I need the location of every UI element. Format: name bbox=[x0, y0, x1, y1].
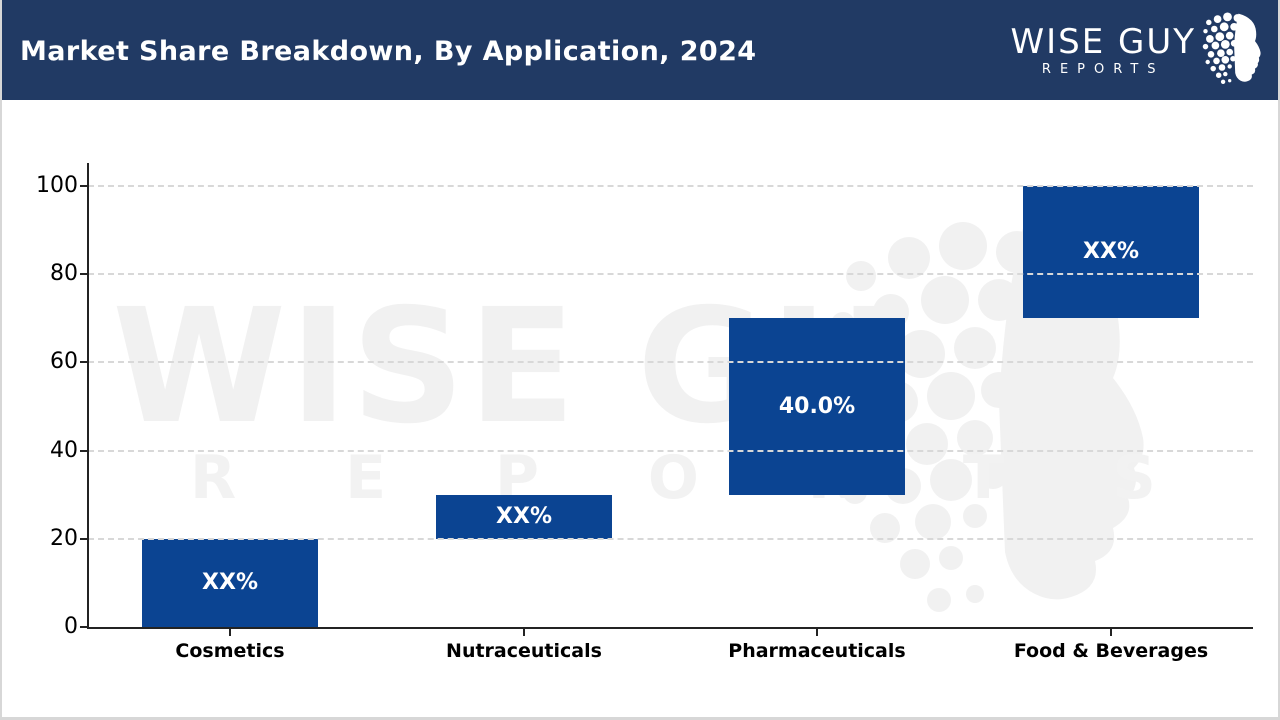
gridline-20 bbox=[88, 537, 1253, 540]
bar-value-label: XX% bbox=[202, 569, 258, 595]
y-tick-mark bbox=[80, 449, 88, 452]
x-axis-line bbox=[87, 627, 1253, 629]
y-tick-label: 100 bbox=[36, 173, 78, 198]
dotted-face-logo-icon bbox=[1200, 11, 1266, 91]
bar-nutraceuticals bbox=[436, 494, 612, 539]
y-tick-label: 0 bbox=[64, 614, 78, 639]
logo-wordmark: WISE GUY REPORTS bbox=[1010, 21, 1196, 78]
bar-value-label: 40.0% bbox=[778, 393, 856, 419]
category-label-nutraceuticals: Nutraceuticals bbox=[446, 640, 602, 662]
x-tick-mark bbox=[816, 629, 818, 636]
y-tick-mark bbox=[80, 537, 88, 540]
category-label-food-beverages: Food & Beverages bbox=[1013, 640, 1209, 662]
y-tick-label: 60 bbox=[50, 349, 78, 375]
gridline-60 bbox=[88, 361, 1253, 364]
gridline-80 bbox=[88, 273, 1253, 276]
y-tick-label: 20 bbox=[50, 525, 78, 551]
gridline-100 bbox=[88, 185, 1253, 187]
y-tick-mark bbox=[80, 361, 88, 364]
y-tick-label: 40 bbox=[50, 437, 78, 463]
bar-food-beverages bbox=[1023, 186, 1199, 319]
gridline-40 bbox=[88, 449, 1253, 452]
bar-value-label: XX% bbox=[496, 503, 552, 529]
watermark-subtext: R E P O R T S bbox=[190, 443, 1200, 513]
y-axis-line bbox=[87, 163, 89, 629]
logo-wordmark-line1: WISE GUY bbox=[1010, 21, 1196, 62]
brand-logo: WISE GUY REPORTS bbox=[1010, 6, 1266, 96]
logo-wordmark-line2: REPORTS bbox=[1041, 62, 1165, 78]
y-tick-mark bbox=[80, 273, 88, 276]
bar-pharmaceuticals bbox=[729, 318, 905, 495]
bar-cosmetics bbox=[142, 538, 318, 627]
y-tick-mark bbox=[80, 185, 88, 187]
x-tick-mark bbox=[523, 629, 525, 636]
y-tick-label: 80 bbox=[50, 261, 78, 287]
bar-value-label: XX% bbox=[1083, 239, 1139, 265]
x-tick-mark bbox=[229, 629, 231, 636]
page-title: Market Share Breakdown, By Application, … bbox=[20, 36, 757, 67]
x-tick-mark bbox=[1110, 629, 1112, 636]
category-label-cosmetics: Cosmetics bbox=[175, 640, 285, 662]
y-tick-mark bbox=[80, 626, 88, 628]
header: Market Share Breakdown, By Application, … bbox=[0, 0, 1280, 100]
category-label-pharmaceuticals: Pharmaceuticals bbox=[728, 640, 906, 662]
